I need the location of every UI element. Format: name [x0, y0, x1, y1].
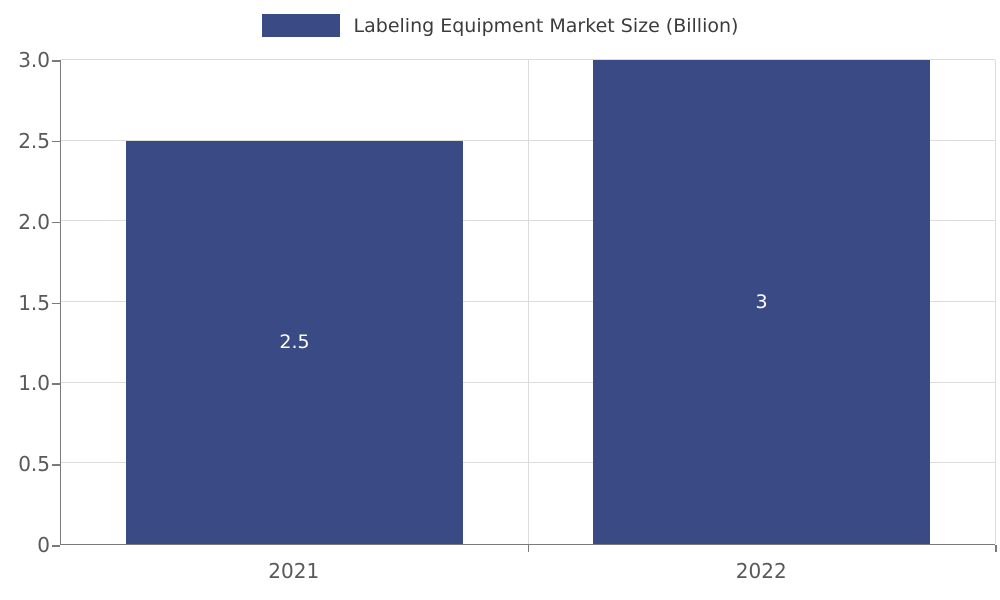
x-axis: 2021 2022 — [60, 545, 997, 585]
bar-value-label: 3 — [755, 291, 768, 313]
y-tick-mark — [52, 464, 60, 466]
legend-swatch — [261, 14, 340, 37]
x-tick-mark — [527, 545, 529, 552]
y-tick-label: 1.5 — [18, 290, 50, 315]
y-tick-label: 0.5 — [18, 452, 50, 477]
x-tick-mark — [995, 545, 997, 552]
y-tick-mark — [52, 302, 60, 304]
chart-legend: Labeling Equipment Market Size (Billion) — [0, 14, 1000, 37]
bar-value-label: 2.5 — [279, 331, 310, 354]
bar-2021: 2.5 — [126, 140, 463, 544]
legend-label: Labeling Equipment Market Size (Billion) — [353, 14, 739, 37]
gridline-vertical — [995, 60, 996, 544]
y-tick-mark — [52, 545, 60, 547]
y-tick-label: 1.0 — [18, 371, 50, 396]
y-tick-mark — [52, 140, 60, 143]
y-tick-mark — [52, 221, 60, 224]
y-tick-mark — [52, 383, 60, 385]
y-tick-mark — [52, 60, 60, 62]
gridline-horizontal — [61, 59, 995, 60]
x-tick-label: 2021 — [268, 559, 320, 583]
x-tick-label: 2022 — [735, 559, 787, 583]
y-tick-label: 2.5 — [18, 128, 50, 153]
plot-area: 2.5 3 — [60, 59, 996, 545]
y-tick-label: 0 — [37, 533, 50, 557]
gridline-vertical — [528, 60, 529, 544]
y-tick-label: 3.0 — [18, 48, 50, 72]
y-tick-label: 2.0 — [18, 209, 50, 234]
y-axis: 0 0.5 1.0 1.5 2.0 2.5 3.0 — [0, 48, 50, 557]
bar-2022: 3 — [593, 60, 930, 544]
